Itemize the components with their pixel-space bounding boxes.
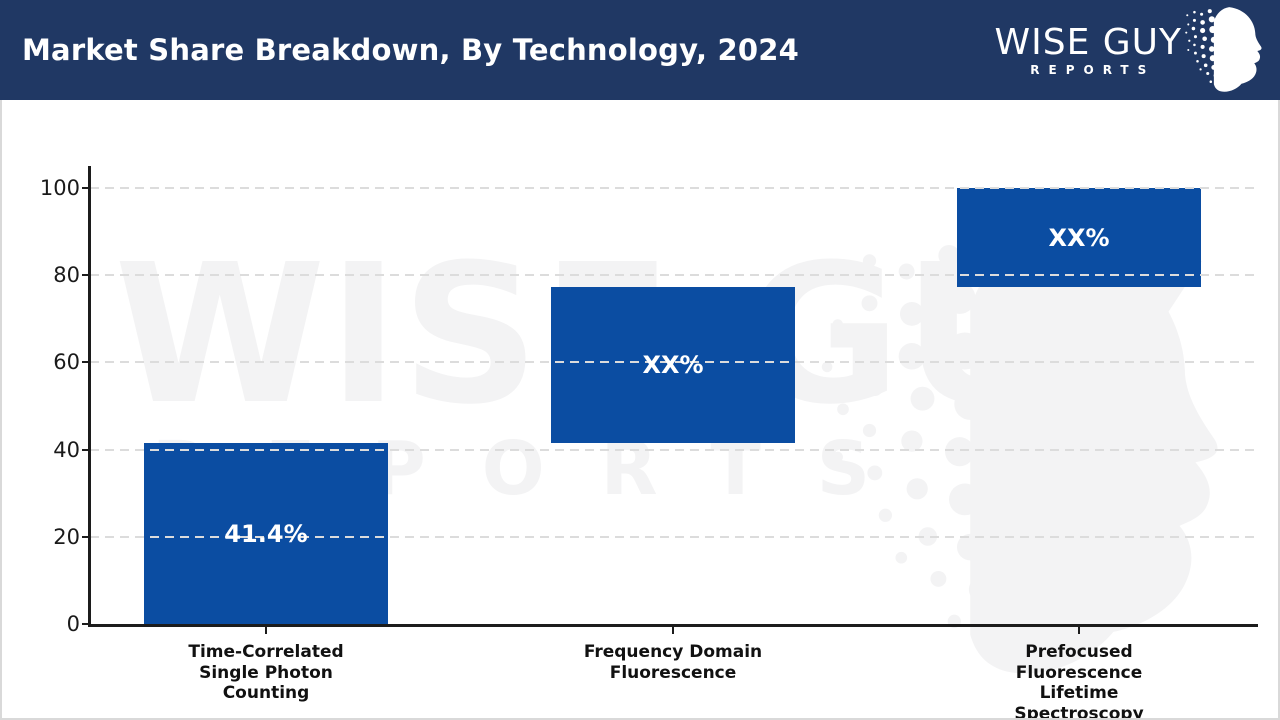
- y-axis-line: [88, 166, 91, 627]
- gridline-20: [90, 535, 1258, 538]
- header-bar: Market Share Breakdown, By Technology, 2…: [0, 0, 1280, 100]
- logo-head-icon: [1185, 7, 1262, 92]
- x-category-label-line: Fluorescence: [1015, 662, 1143, 683]
- x-category-label-line: Spectroscopy: [1014, 703, 1144, 720]
- x-category-label-line: Lifetime: [1039, 683, 1119, 703]
- y-tick-label: 40: [53, 437, 80, 462]
- gridline-100: [90, 187, 1258, 189]
- x-category-label: Time-Correlated Single Photon Counting: [126, 642, 406, 704]
- x-category-label-line: Fluorescence: [609, 662, 737, 683]
- y-tick-label: 20: [53, 524, 80, 549]
- x-category-label: Prefocused Fluorescence Lifetime Spectrosco…: [939, 642, 1219, 720]
- y-tick-label: 100: [39, 176, 80, 200]
- y-tickmark: [82, 361, 90, 364]
- x-category-label-line: Time-Correlated: [188, 642, 344, 662]
- y-tickmark: [82, 535, 90, 538]
- y-tick-label: 80: [53, 263, 80, 288]
- x-category-label: Frequency Domain Fluorescence: [533, 642, 813, 683]
- logo-text: WISE GUY REPORTS: [994, 21, 1183, 77]
- bar-1: [551, 287, 795, 444]
- x-tickmark: [1078, 627, 1080, 634]
- x-category-label-line: Prefocused: [1025, 642, 1133, 662]
- y-tickmark: [82, 623, 90, 625]
- gridline-40: [90, 448, 1258, 451]
- y-tick-label: 60: [53, 350, 80, 375]
- y-tick-label: 0: [66, 612, 80, 636]
- plot: 41.4% XX% XX% 0 20 40 60 80 100 Time-Correlated Si…: [2, 100, 1278, 718]
- x-category-label-line: Single Photon: [199, 662, 333, 683]
- wise-guy-logo: WISE GUY REPORTS: [995, 4, 1273, 96]
- bar-value-label: 41.4%: [224, 519, 308, 548]
- y-tickmark: [82, 274, 90, 277]
- y-tickmark: [82, 448, 90, 451]
- gridline-60: [90, 361, 1258, 364]
- x-axis-line: [88, 624, 1258, 627]
- gridline-80: [90, 274, 1258, 277]
- bar-0: [144, 443, 388, 624]
- logo-subtext: REPORTS: [1030, 62, 1156, 77]
- bar-value-label: XX%: [1048, 223, 1110, 252]
- x-tickmark: [672, 627, 674, 634]
- x-tickmark: [265, 627, 267, 634]
- y-tickmark: [82, 187, 90, 189]
- logo-wordmark: WISE GUY: [994, 21, 1182, 63]
- x-category-label-line: Counting: [222, 683, 310, 703]
- chart-area: WISE GUY REPORTS 41.4% XX% XX% 0 20 40 60 80 100…: [0, 100, 1280, 720]
- chart-title: Market Share Breakdown, By Technology, 2…: [22, 33, 800, 67]
- x-category-label-line: Frequency Domain: [583, 642, 763, 662]
- bar-value-label: XX%: [642, 351, 704, 380]
